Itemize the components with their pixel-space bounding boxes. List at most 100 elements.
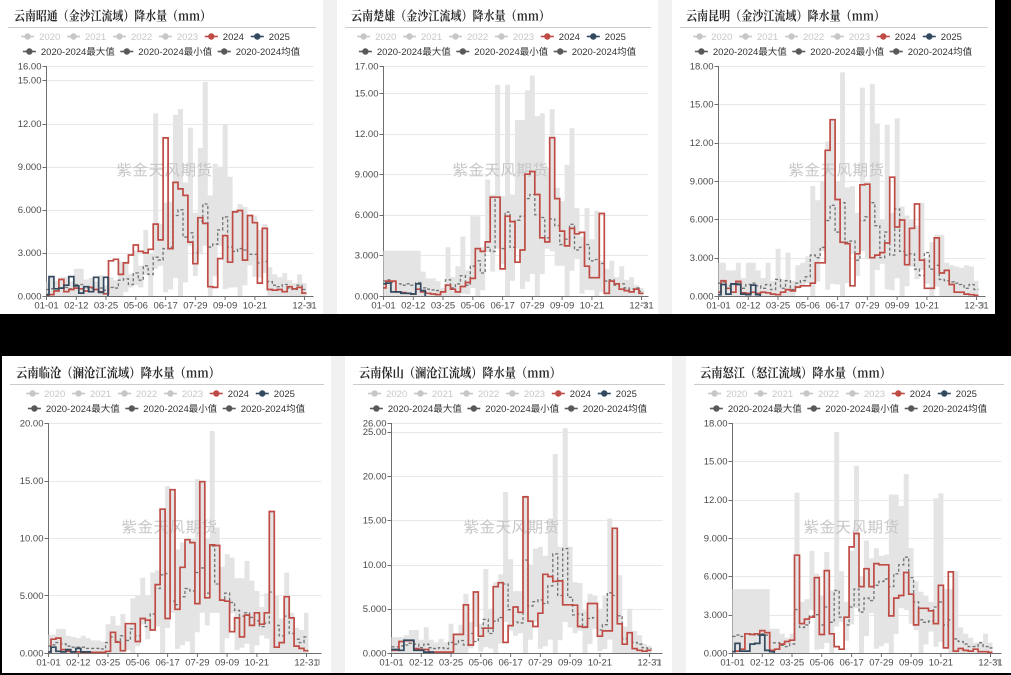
svg-text:2020: 2020 xyxy=(726,389,747,400)
svg-text:10-21: 10-21 xyxy=(580,301,604,312)
svg-text:3.000: 3.000 xyxy=(704,610,728,621)
svg-text:20.00: 20.00 xyxy=(363,471,387,482)
svg-text:02-12: 02-12 xyxy=(736,301,760,312)
svg-text:18.00: 18.00 xyxy=(690,61,714,72)
svg-text:02-12: 02-12 xyxy=(409,658,433,669)
svg-text:2025: 2025 xyxy=(269,32,290,43)
svg-text:09-09: 09-09 xyxy=(213,301,237,312)
svg-text:0.000: 0.000 xyxy=(20,648,44,659)
svg-text:2021: 2021 xyxy=(90,389,111,400)
svg-text:10.00: 10.00 xyxy=(363,560,387,571)
svg-text:10-21: 10-21 xyxy=(929,658,953,669)
svg-text:2020-2024: 2020-2024 xyxy=(377,47,422,58)
svg-text:0.000: 0.000 xyxy=(18,291,42,302)
svg-text:2020: 2020 xyxy=(386,389,407,400)
svg-text:0.000: 0.000 xyxy=(355,291,379,302)
svg-text:05-06: 05-06 xyxy=(461,301,485,312)
svg-text:2020-2024: 2020-2024 xyxy=(241,404,286,415)
svg-text:2024: 2024 xyxy=(228,389,249,400)
svg-text:05-06: 05-06 xyxy=(124,301,148,312)
svg-text:0.000: 0.000 xyxy=(363,648,387,659)
svg-text:05-06: 05-06 xyxy=(126,658,150,669)
svg-text:2020: 2020 xyxy=(711,32,732,43)
svg-text:12-31: 12-31 xyxy=(629,301,653,312)
svg-text:2020-2024: 2020-2024 xyxy=(485,404,530,415)
svg-text:10.00: 10.00 xyxy=(20,533,44,544)
svg-text:03-25: 03-25 xyxy=(94,301,118,312)
svg-text:07-29: 07-29 xyxy=(520,301,544,312)
svg-text:16.00: 16.00 xyxy=(18,61,42,72)
svg-text:06-17: 06-17 xyxy=(153,301,177,312)
svg-text:12.00: 12.00 xyxy=(704,495,728,506)
svg-text:05-06: 05-06 xyxy=(469,658,493,669)
svg-text:6.000: 6.000 xyxy=(690,215,714,226)
svg-text:2020-2024: 2020-2024 xyxy=(810,47,855,58)
svg-text:2020-2024: 2020-2024 xyxy=(46,404,91,415)
svg-text:2023: 2023 xyxy=(849,32,870,43)
svg-text:2024: 2024 xyxy=(895,32,916,43)
svg-text:15.00: 15.00 xyxy=(704,457,728,468)
svg-text:2022: 2022 xyxy=(818,389,839,400)
svg-text:2025: 2025 xyxy=(956,389,977,400)
svg-text:2022: 2022 xyxy=(803,32,824,43)
svg-text:6.000: 6.000 xyxy=(355,210,379,221)
svg-text:2022: 2022 xyxy=(467,32,488,43)
svg-text:17.00: 17.00 xyxy=(355,61,379,72)
svg-text:2020-2024: 2020-2024 xyxy=(474,47,519,58)
svg-text:09-09: 09-09 xyxy=(885,301,909,312)
svg-text:12.00: 12.00 xyxy=(18,119,42,130)
svg-text:03-25: 03-25 xyxy=(431,301,455,312)
svg-text:2020-2024: 2020-2024 xyxy=(572,47,617,58)
svg-text:01-01: 01-01 xyxy=(36,658,60,669)
svg-text:3.000: 3.000 xyxy=(690,253,714,264)
svg-text:9.000: 9.000 xyxy=(690,176,714,187)
svg-text:2021: 2021 xyxy=(85,32,106,43)
svg-text:2024: 2024 xyxy=(559,32,580,43)
svg-text:2020: 2020 xyxy=(375,32,396,43)
svg-text:2025: 2025 xyxy=(616,389,637,400)
svg-text:12-31: 12-31 xyxy=(964,301,988,312)
svg-text:2020-2024: 2020-2024 xyxy=(388,404,433,415)
svg-text:5.000: 5.000 xyxy=(20,591,44,602)
svg-text:03-25: 03-25 xyxy=(439,658,463,669)
svg-text:0.000: 0.000 xyxy=(704,648,728,659)
svg-text:2023: 2023 xyxy=(524,389,545,400)
svg-text:26.00: 26.00 xyxy=(363,418,387,429)
svg-text:07-29: 07-29 xyxy=(855,301,879,312)
svg-text:06-17: 06-17 xyxy=(155,658,179,669)
svg-text:2020-2024: 2020-2024 xyxy=(825,404,870,415)
svg-text:15.00: 15.00 xyxy=(690,100,714,111)
svg-text:12.00: 12.00 xyxy=(355,129,379,140)
svg-text:09-09: 09-09 xyxy=(215,658,239,669)
svg-text:25.00: 25.00 xyxy=(363,427,387,438)
svg-text:10-21: 10-21 xyxy=(243,301,267,312)
svg-text:07-29: 07-29 xyxy=(185,658,209,669)
svg-text:06-17: 06-17 xyxy=(839,658,863,669)
svg-text:02-12: 02-12 xyxy=(750,658,774,669)
svg-text:03-25: 03-25 xyxy=(780,658,804,669)
svg-text:0.000: 0.000 xyxy=(690,291,714,302)
svg-text:01-01: 01-01 xyxy=(379,658,403,669)
svg-text:10-21: 10-21 xyxy=(915,301,939,312)
svg-text:2025: 2025 xyxy=(274,389,295,400)
svg-text:2020: 2020 xyxy=(44,389,65,400)
svg-text:6.000: 6.000 xyxy=(704,572,728,583)
svg-text:2023: 2023 xyxy=(182,389,203,400)
svg-text:2020-2024: 2020-2024 xyxy=(236,47,281,58)
svg-text:01-01: 01-01 xyxy=(371,301,395,312)
svg-text:15.00: 15.00 xyxy=(363,516,387,527)
svg-text:2024: 2024 xyxy=(570,389,591,400)
svg-text:9.000: 9.000 xyxy=(704,533,728,544)
svg-text:6.000: 6.000 xyxy=(18,205,42,216)
svg-text:07-29: 07-29 xyxy=(183,301,207,312)
svg-text:01-01: 01-01 xyxy=(34,301,58,312)
svg-text:2020-2024: 2020-2024 xyxy=(583,404,628,415)
svg-text:02-12: 02-12 xyxy=(401,301,425,312)
svg-text:2025: 2025 xyxy=(941,32,962,43)
svg-text:2020-2024: 2020-2024 xyxy=(728,404,773,415)
svg-text:20.00: 20.00 xyxy=(20,418,44,429)
svg-text:2023: 2023 xyxy=(864,389,885,400)
svg-text:12-31: 12-31 xyxy=(637,658,661,669)
svg-text:2020-2024: 2020-2024 xyxy=(41,47,86,58)
svg-text:2022: 2022 xyxy=(131,32,152,43)
